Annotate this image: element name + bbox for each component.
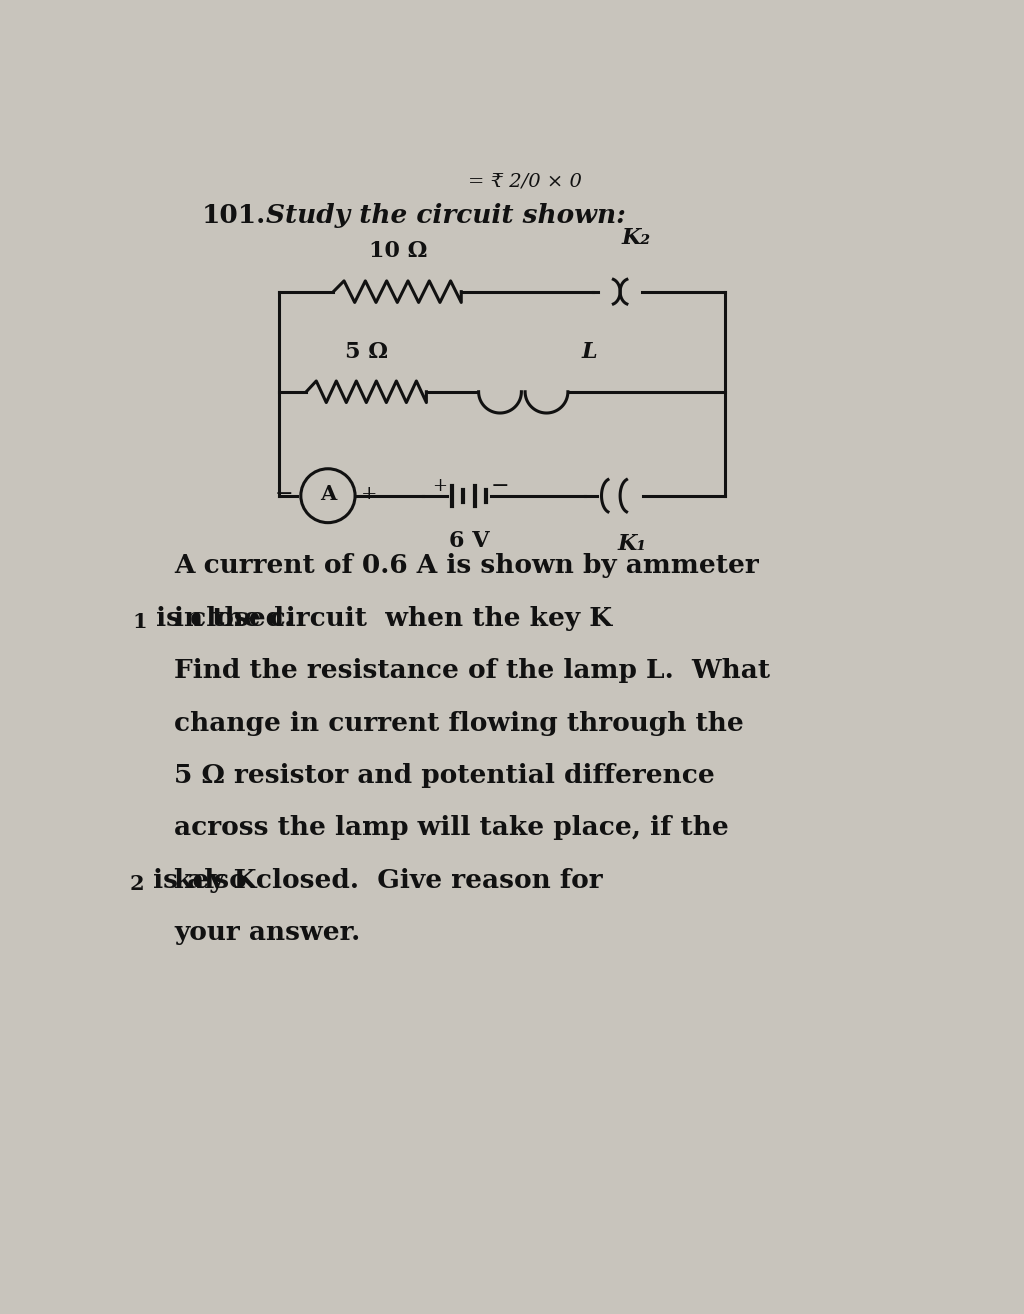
Text: Study the circuit shown:: Study the circuit shown: bbox=[266, 204, 626, 229]
Text: across the lamp will take place, if the: across the lamp will take place, if the bbox=[174, 815, 729, 840]
Text: 2: 2 bbox=[130, 874, 144, 894]
Text: A: A bbox=[319, 484, 336, 505]
Text: change in current flowing through the: change in current flowing through the bbox=[174, 711, 744, 736]
Text: L: L bbox=[582, 340, 597, 363]
Text: A current of 0.6 A is shown by ammeter: A current of 0.6 A is shown by ammeter bbox=[174, 553, 759, 578]
Text: in the circuit  when the key K: in the circuit when the key K bbox=[174, 606, 612, 631]
Text: 5 Ω: 5 Ω bbox=[345, 340, 388, 363]
Text: key K: key K bbox=[174, 867, 257, 892]
Text: 6 V: 6 V bbox=[449, 531, 489, 552]
Text: your answer.: your answer. bbox=[174, 920, 360, 945]
Text: K₁: K₁ bbox=[617, 532, 646, 555]
Text: −: − bbox=[274, 484, 293, 505]
Text: 5 Ω resistor and potential difference: 5 Ω resistor and potential difference bbox=[174, 763, 715, 788]
Text: +: + bbox=[432, 477, 447, 495]
Text: 101.: 101. bbox=[202, 204, 266, 229]
Text: 10 Ω: 10 Ω bbox=[369, 240, 427, 263]
Text: +: + bbox=[360, 485, 377, 503]
Text: = ₹ 2/0 × 0: = ₹ 2/0 × 0 bbox=[468, 172, 582, 191]
Text: −: − bbox=[490, 476, 509, 498]
Text: Find the resistance of the lamp L.  What: Find the resistance of the lamp L. What bbox=[174, 658, 771, 683]
Text: 1: 1 bbox=[133, 612, 147, 632]
Text: is also closed.  Give reason for: is also closed. Give reason for bbox=[144, 867, 602, 892]
Text: is closed.: is closed. bbox=[146, 606, 293, 631]
Text: K₂: K₂ bbox=[622, 227, 650, 250]
